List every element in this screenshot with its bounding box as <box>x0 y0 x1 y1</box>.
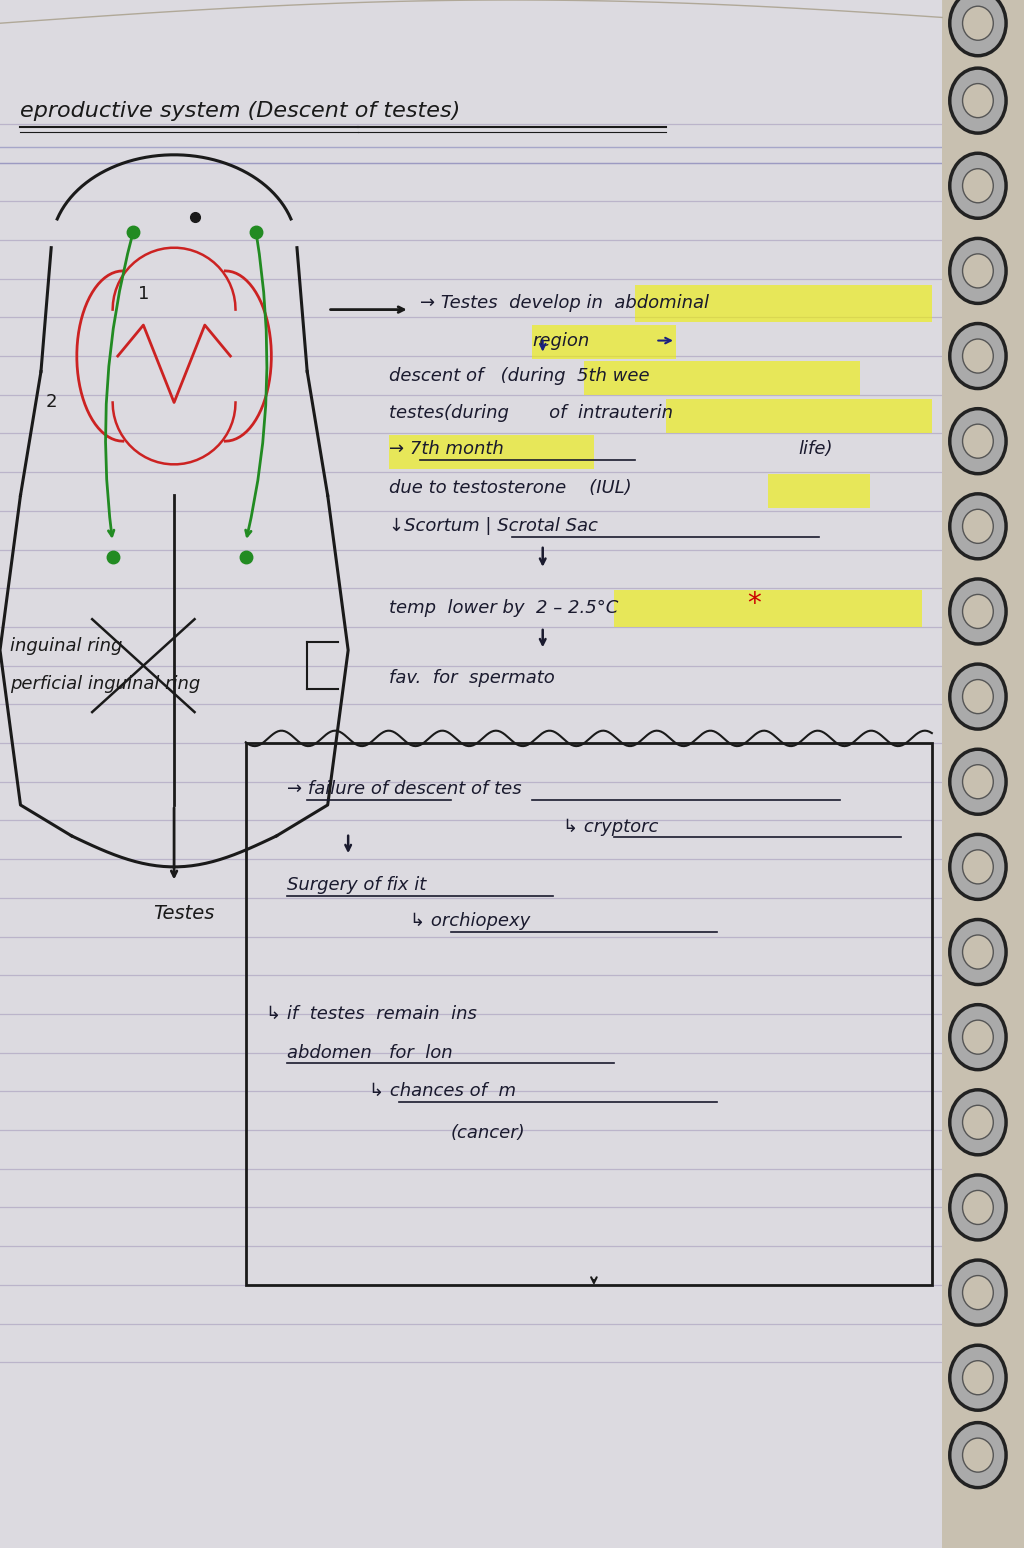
Text: → Testes  develop in  abdominal: → Testes develop in abdominal <box>420 294 709 313</box>
Bar <box>584 361 860 395</box>
Text: abdomen   for  lon: abdomen for lon <box>287 1043 453 1062</box>
Text: due to testosterone    (IUL): due to testosterone (IUL) <box>389 478 632 497</box>
Bar <box>666 399 932 433</box>
Ellipse shape <box>950 1090 1006 1155</box>
Ellipse shape <box>963 1276 993 1310</box>
Ellipse shape <box>963 424 993 458</box>
Ellipse shape <box>950 1345 1006 1410</box>
Ellipse shape <box>950 324 1006 389</box>
Ellipse shape <box>950 1423 1006 1488</box>
Text: (cancer): (cancer) <box>451 1124 525 1142</box>
Ellipse shape <box>963 765 993 799</box>
Text: ↳ cryptorc: ↳ cryptorc <box>563 817 658 836</box>
Ellipse shape <box>950 0 1006 56</box>
Text: eproductive system (Descent of testes): eproductive system (Descent of testes) <box>20 102 461 121</box>
Ellipse shape <box>950 1260 1006 1325</box>
Text: perficial inguinal ring: perficial inguinal ring <box>10 675 201 694</box>
Ellipse shape <box>963 935 993 969</box>
Ellipse shape <box>963 1105 993 1139</box>
Ellipse shape <box>963 850 993 884</box>
Bar <box>942 0 1024 1548</box>
Text: → 7th month: → 7th month <box>389 440 504 458</box>
Bar <box>614 590 922 627</box>
Text: temp  lower by  2 – 2.5°C: temp lower by 2 – 2.5°C <box>389 599 618 618</box>
Ellipse shape <box>963 169 993 203</box>
Ellipse shape <box>963 1190 993 1224</box>
Text: region: region <box>532 331 590 350</box>
Ellipse shape <box>963 594 993 628</box>
Text: ↳ if  testes  remain  ins: ↳ if testes remain ins <box>266 1005 477 1023</box>
Text: ↳ chances of  m: ↳ chances of m <box>369 1082 516 1101</box>
Bar <box>768 474 870 508</box>
Bar <box>389 435 594 469</box>
Ellipse shape <box>963 1361 993 1395</box>
Text: → failure of descent of tes: → failure of descent of tes <box>287 780 521 799</box>
Ellipse shape <box>950 749 1006 814</box>
Bar <box>532 325 676 359</box>
Text: Surgery of fix it: Surgery of fix it <box>287 876 426 895</box>
Text: ↓Scortum | Scrotal Sac: ↓Scortum | Scrotal Sac <box>389 517 598 536</box>
Ellipse shape <box>963 1438 993 1472</box>
Ellipse shape <box>950 1175 1006 1240</box>
Text: *: * <box>748 590 761 618</box>
Text: 1: 1 <box>137 285 150 303</box>
Text: 2: 2 <box>45 393 57 412</box>
Ellipse shape <box>950 494 1006 559</box>
Text: fav.  for  spermato: fav. for spermato <box>389 669 555 687</box>
Text: Testes: Testes <box>154 904 215 923</box>
Text: inguinal ring: inguinal ring <box>10 636 123 655</box>
Ellipse shape <box>950 1005 1006 1070</box>
Bar <box>635 285 932 322</box>
Ellipse shape <box>950 409 1006 474</box>
Text: life): life) <box>799 440 834 458</box>
Ellipse shape <box>963 1020 993 1054</box>
Ellipse shape <box>963 84 993 118</box>
Ellipse shape <box>950 920 1006 985</box>
Ellipse shape <box>963 680 993 714</box>
Ellipse shape <box>950 579 1006 644</box>
Ellipse shape <box>950 153 1006 218</box>
Ellipse shape <box>963 254 993 288</box>
Ellipse shape <box>950 664 1006 729</box>
Text: descent of   (during  5th wee: descent of (during 5th wee <box>389 367 650 385</box>
Ellipse shape <box>950 238 1006 303</box>
Ellipse shape <box>963 339 993 373</box>
Ellipse shape <box>950 68 1006 133</box>
Text: testes(during       of  intrauterin: testes(during of intrauterin <box>389 404 673 423</box>
Bar <box>246 743 932 1285</box>
Text: ↳ orchiopexy: ↳ orchiopexy <box>410 912 529 930</box>
Ellipse shape <box>963 6 993 40</box>
Ellipse shape <box>950 834 1006 899</box>
Ellipse shape <box>963 509 993 543</box>
